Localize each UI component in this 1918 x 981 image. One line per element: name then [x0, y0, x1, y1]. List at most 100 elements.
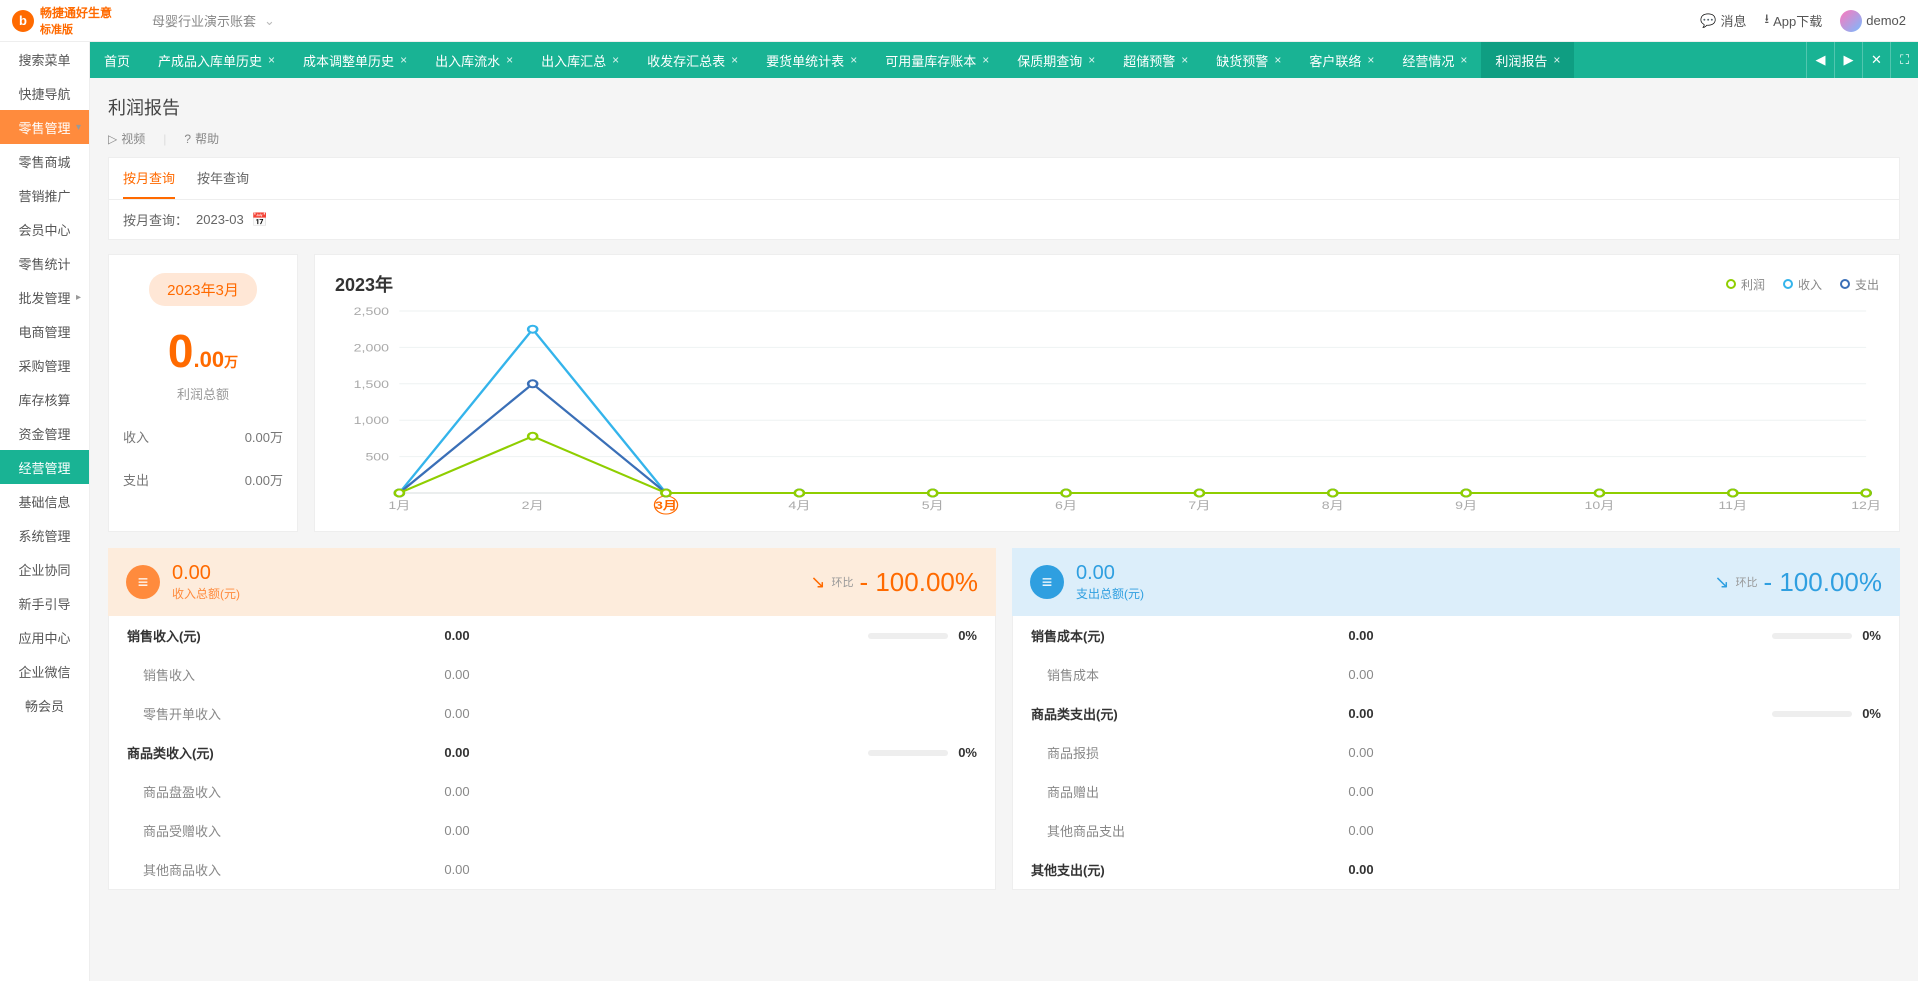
sidebar-item[interactable]: 应用中心	[0, 620, 89, 654]
summary-row: 收入0.00万	[123, 427, 283, 446]
summary-period: 2023年3月	[149, 273, 257, 306]
table-row: 其他商品支出0.00	[1013, 811, 1899, 850]
close-icon[interactable]: ×	[1274, 53, 1281, 67]
table-row: 销售成本0.00	[1013, 655, 1899, 694]
sidebar-item[interactable]: 搜索菜单	[0, 42, 89, 76]
close-icon[interactable]: ×	[506, 53, 513, 67]
income-card: ≡ 0.00 收入总额(元) ↘ 环比 - 100.00% 销售收入(	[108, 548, 996, 890]
sidebar-item[interactable]: 系统管理	[0, 518, 89, 552]
close-icon[interactable]: ×	[1367, 53, 1374, 67]
tab[interactable]: 超储预警×	[1109, 42, 1202, 78]
close-icon[interactable]: ×	[1460, 53, 1467, 67]
tab[interactable]: 出入库流水×	[421, 42, 527, 78]
tab[interactable]: 产成品入库单历史×	[144, 42, 289, 78]
sidebar-item[interactable]: 零售管理	[0, 110, 89, 144]
svg-text:4月: 4月	[788, 499, 810, 511]
sidebar-item[interactable]: 经营管理	[0, 450, 89, 484]
sidebar-item[interactable]: 企业协同	[0, 552, 89, 586]
tabs-scroll-left[interactable]: ◀	[1806, 42, 1834, 78]
tab[interactable]: 利润报告×	[1481, 42, 1574, 78]
brand-edition: 标准版	[40, 21, 112, 37]
sidebar-item[interactable]: 快捷导航	[0, 76, 89, 110]
close-icon[interactable]: ×	[850, 53, 857, 67]
chart-card: 2023年 利润收入支出 2,5002,0001,5001,0005001月2月…	[314, 254, 1900, 532]
table-row: 零售开单收入0.00	[109, 694, 995, 733]
income-total-label: 收入总额(元)	[172, 585, 240, 602]
tab[interactable]: 可用量库存账本×	[871, 42, 1003, 78]
sidebar-item[interactable]: 电商管理	[0, 314, 89, 348]
close-icon[interactable]: ×	[1553, 53, 1560, 67]
trend-down-icon: ↘	[810, 572, 825, 593]
sidebar-item[interactable]: 会员中心	[0, 212, 89, 246]
sidebar-item[interactable]: 零售商城	[0, 144, 89, 178]
app-download-button[interactable]: ⭳App下载	[1765, 10, 1823, 32]
line-chart: 2,5002,0001,5001,0005001月2月3月4月5月6月7月8月9…	[335, 305, 1879, 515]
svg-text:3月: 3月	[655, 499, 677, 511]
messages-button[interactable]: 💬消息	[1700, 11, 1746, 30]
trend-down-icon: ↘	[1714, 572, 1729, 593]
table-row: 销售成本(元)0.000%	[1013, 616, 1899, 655]
sidebar-item[interactable]: 零售统计	[0, 246, 89, 280]
summary-row: 支出0.00万	[123, 470, 283, 489]
logo[interactable]: b 畅捷通好生意 标准版	[12, 4, 112, 37]
sidebar-item[interactable]: 基础信息	[0, 484, 89, 518]
close-icon[interactable]: ×	[982, 53, 989, 67]
close-icon[interactable]: ×	[612, 53, 619, 67]
summary-card: 2023年3月 0.00万 利润总额 收入0.00万支出0.00万	[108, 254, 298, 532]
query-bar: 按月查询： 2023-03 📅	[108, 200, 1900, 240]
table-row: 商品报损0.00	[1013, 733, 1899, 772]
help-icon: ?	[184, 132, 191, 146]
legend-item: 利润	[1726, 276, 1765, 293]
svg-text:7月: 7月	[1188, 499, 1210, 511]
video-link[interactable]: ▷视频	[108, 130, 145, 147]
table-row: 商品赠出0.00	[1013, 772, 1899, 811]
tabs-bar: 首页产成品入库单历史×成本调整单历史×出入库流水×出入库汇总×收发存汇总表×要货…	[90, 42, 1918, 78]
sidebar-item[interactable]: 库存核算	[0, 382, 89, 416]
sidebar-item[interactable]: 畅会员	[0, 688, 89, 722]
tab[interactable]: 成本调整单历史×	[289, 42, 421, 78]
tabs-close-all[interactable]: ✕	[1862, 42, 1890, 78]
expense-total: 0.00	[1076, 562, 1144, 585]
income-change-pct: - 100.00%	[859, 567, 978, 598]
close-icon[interactable]: ×	[1181, 53, 1188, 67]
tab[interactable]: 出入库汇总×	[527, 42, 633, 78]
income-icon: ≡	[126, 565, 160, 599]
help-link[interactable]: ?帮助	[184, 130, 219, 147]
sidebar-item[interactable]: 采购管理	[0, 348, 89, 382]
tab[interactable]: 缺货预警×	[1202, 42, 1295, 78]
close-icon[interactable]: ×	[268, 53, 275, 67]
sidebar-item[interactable]: 营销推广	[0, 178, 89, 212]
brand-name: 畅捷通好生意	[40, 4, 112, 21]
close-icon[interactable]: ×	[731, 53, 738, 67]
close-icon[interactable]: ×	[1088, 53, 1095, 67]
close-icon[interactable]: ×	[400, 53, 407, 67]
sidebar: 搜索菜单快捷导航零售管理零售商城营销推广会员中心零售统计批发管理电商管理采购管理…	[0, 42, 90, 981]
account-selector[interactable]: 母婴行业演示账套 ⌄	[152, 11, 275, 30]
sidebar-item[interactable]: 批发管理	[0, 280, 89, 314]
table-row: 商品类支出(元)0.000%	[1013, 694, 1899, 733]
tabs-scroll-right[interactable]: ▶	[1834, 42, 1862, 78]
user-menu[interactable]: demo2	[1840, 10, 1906, 32]
table-row: 销售收入(元)0.000%	[109, 616, 995, 655]
tab[interactable]: 经营情况×	[1388, 42, 1481, 78]
calendar-icon[interactable]: 📅	[252, 212, 268, 228]
svg-text:1,500: 1,500	[354, 378, 389, 390]
sidebar-item[interactable]: 新手引导	[0, 586, 89, 620]
query-value[interactable]: 2023-03	[196, 212, 244, 227]
download-icon: ⭳	[1765, 10, 1770, 32]
play-icon: ▷	[108, 132, 117, 146]
expense-icon: ≡	[1030, 565, 1064, 599]
tab[interactable]: 客户联络×	[1295, 42, 1388, 78]
subtab[interactable]: 按月查询	[123, 168, 175, 199]
tab[interactable]: 保质期查询×	[1003, 42, 1109, 78]
chat-icon: 💬	[1700, 13, 1716, 29]
sidebar-item[interactable]: 企业微信	[0, 654, 89, 688]
tab[interactable]: 收发存汇总表×	[633, 42, 752, 78]
account-name: 母婴行业演示账套	[152, 11, 256, 30]
tab[interactable]: 首页	[90, 42, 144, 78]
sidebar-item[interactable]: 资金管理	[0, 416, 89, 450]
svg-text:2,000: 2,000	[354, 342, 389, 354]
subtab[interactable]: 按年查询	[197, 168, 249, 199]
tab[interactable]: 要货单统计表×	[752, 42, 871, 78]
tabs-fullscreen[interactable]: ⛶	[1890, 42, 1918, 78]
